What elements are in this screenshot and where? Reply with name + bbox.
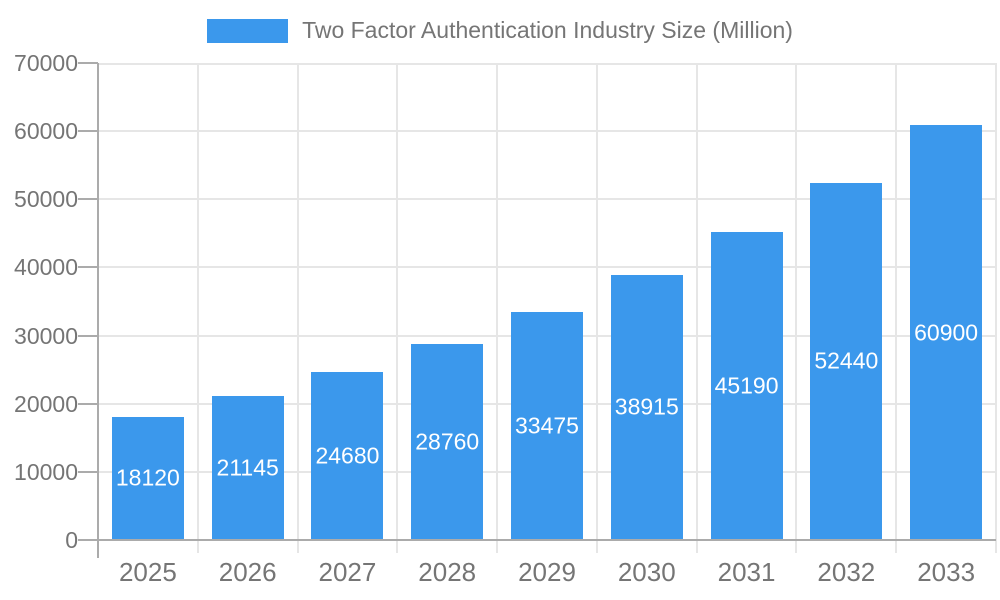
- bar: [810, 182, 883, 540]
- x-axis-label: 2030: [617, 557, 676, 587]
- x-axis-label: 2029: [518, 557, 576, 587]
- v-gridline: [396, 63, 399, 553]
- y-tick-mark: [78, 198, 98, 201]
- y-tick-mark: [78, 334, 98, 337]
- y-tick-mark: [78, 62, 98, 64]
- bar-value-label: 24680: [315, 442, 380, 469]
- v-gridline: [895, 63, 898, 553]
- y-axis-label: 40000: [14, 254, 78, 281]
- x-axis-label: 2031: [717, 557, 776, 587]
- y-axis-line: [97, 63, 99, 558]
- plot-area: 18120 21145 24680 28760 33475 38915 45190 52440…: [98, 63, 997, 553]
- bar-value-label: 45190: [714, 372, 779, 399]
- h-gridline: [98, 130, 996, 133]
- x-axis-label: 2032: [817, 557, 876, 587]
- bar-value-label: 33475: [515, 412, 579, 439]
- bar: [311, 371, 384, 540]
- x-axis-label: 2026: [218, 557, 277, 587]
- legend: Two Factor Authentication Industry Size …: [0, 17, 1000, 44]
- bar: [910, 125, 983, 540]
- v-gridline: [695, 63, 698, 553]
- x-axis-line: [84, 539, 996, 541]
- bar: [411, 344, 484, 540]
- bar: [710, 232, 783, 540]
- bar-value-label: 28760: [415, 428, 480, 455]
- y-axis-label: 30000: [14, 322, 78, 349]
- bar-value-label: 38915: [614, 393, 679, 420]
- x-axis-label: 2033: [917, 557, 976, 587]
- x-axis-label: 2025: [118, 557, 177, 587]
- v-gridline: [995, 63, 997, 553]
- y-tick-mark: [78, 539, 98, 541]
- bar: [511, 311, 583, 540]
- v-gridline: [296, 63, 299, 553]
- y-axis-label: 70000: [14, 50, 78, 76]
- legend-label: Two Factor Authentication Industry Size …: [302, 17, 793, 43]
- y-axis-label: 20000: [14, 390, 78, 417]
- legend-swatch: [207, 18, 289, 43]
- v-gridline: [795, 63, 798, 553]
- v-gridline: [196, 63, 199, 553]
- y-axis-label: 10000: [14, 458, 78, 485]
- y-axis-label: 0: [65, 527, 78, 553]
- bar-value-label: 18120: [115, 464, 180, 491]
- h-gridline: [98, 266, 996, 269]
- y-tick-mark: [78, 266, 98, 269]
- x-axis-label: 2027: [318, 557, 377, 587]
- v-gridline: [496, 63, 499, 553]
- y-tick-mark: [78, 470, 98, 473]
- y-tick-mark: [78, 402, 98, 405]
- bar-value-label: 60900: [914, 319, 979, 345]
- y-tick-mark: [78, 130, 98, 133]
- bar: [211, 395, 284, 540]
- y-axis-label: 60000: [14, 118, 78, 145]
- bar: [111, 416, 184, 540]
- bar: [610, 274, 683, 540]
- h-gridline: [98, 63, 996, 65]
- y-axis-label: 50000: [14, 186, 78, 213]
- bar-value-label: 21145: [216, 454, 279, 481]
- h-gridline: [98, 198, 996, 201]
- bar-value-label: 52440: [814, 347, 879, 374]
- v-gridline: [595, 63, 598, 553]
- x-axis-label: 2028: [418, 557, 477, 587]
